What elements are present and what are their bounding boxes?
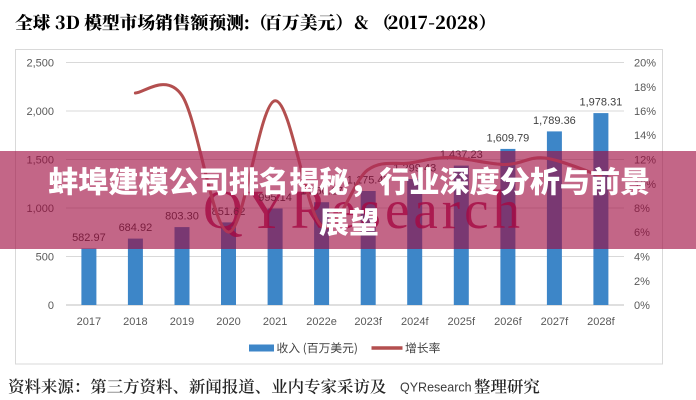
svg-text:2,000: 2,000	[26, 106, 54, 118]
svg-text:2,500: 2,500	[26, 58, 54, 70]
svg-text:18%: 18%	[634, 82, 656, 94]
svg-text:QYResearch: QYResearch	[400, 381, 472, 395]
svg-text:2020: 2020	[216, 316, 240, 328]
svg-text:4%: 4%	[634, 252, 650, 264]
svg-text:1,978.31: 1,978.31	[579, 97, 622, 109]
svg-text:20%: 20%	[634, 58, 656, 70]
svg-text:14%: 14%	[634, 130, 656, 142]
svg-text:0%: 0%	[634, 300, 650, 312]
svg-text:1,789.36: 1,789.36	[533, 115, 576, 127]
svg-text:2018: 2018	[123, 316, 147, 328]
svg-text:2027f: 2027f	[541, 316, 569, 328]
svg-text:2026f: 2026f	[494, 316, 522, 328]
svg-text:500: 500	[36, 252, 54, 264]
svg-text:2017: 2017	[77, 316, 101, 328]
svg-text:2025f: 2025f	[448, 316, 476, 328]
svg-text:1,609.79: 1,609.79	[486, 132, 529, 144]
svg-text:2019: 2019	[170, 316, 194, 328]
svg-text:16%: 16%	[634, 106, 656, 118]
svg-text:2021: 2021	[263, 316, 287, 328]
svg-text:2%: 2%	[634, 276, 650, 288]
svg-text:2023f: 2023f	[354, 316, 382, 328]
svg-text:2024f: 2024f	[401, 316, 429, 328]
svg-text:0: 0	[48, 300, 54, 312]
svg-text:2022e: 2022e	[306, 316, 337, 328]
svg-text:2028f: 2028f	[587, 316, 615, 328]
